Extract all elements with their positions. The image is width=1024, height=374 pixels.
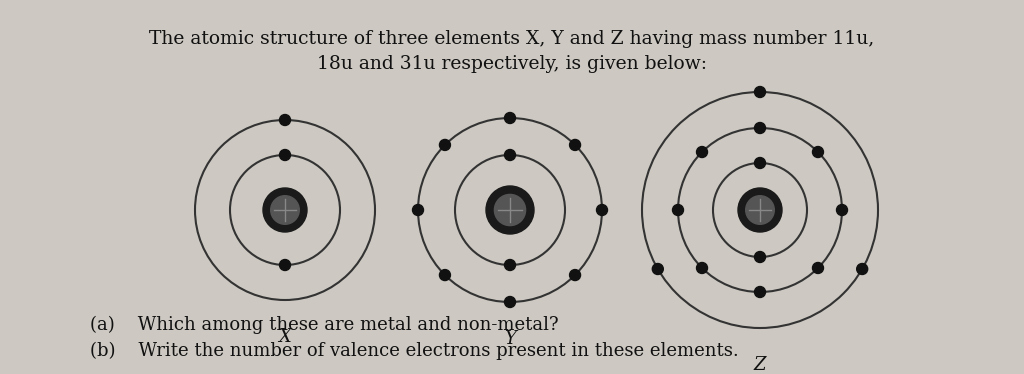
- Circle shape: [280, 114, 291, 126]
- Circle shape: [696, 147, 708, 157]
- Circle shape: [755, 157, 766, 169]
- Circle shape: [745, 196, 774, 224]
- Text: (b)    Write the number of valence electrons present in these elements.: (b) Write the number of valence electron…: [90, 342, 738, 360]
- Circle shape: [597, 205, 607, 215]
- Circle shape: [505, 297, 515, 307]
- Text: X: X: [279, 328, 292, 346]
- Circle shape: [486, 186, 534, 234]
- Text: Z: Z: [754, 356, 766, 374]
- Circle shape: [738, 188, 782, 232]
- Circle shape: [270, 196, 299, 224]
- Circle shape: [505, 113, 515, 123]
- Text: The atomic structure of three elements X, Y and Z having mass number 11u,: The atomic structure of three elements X…: [150, 30, 874, 48]
- Circle shape: [505, 150, 515, 160]
- Circle shape: [673, 205, 683, 215]
- Circle shape: [439, 270, 451, 280]
- Circle shape: [755, 286, 766, 297]
- Circle shape: [755, 123, 766, 134]
- Circle shape: [280, 260, 291, 270]
- Circle shape: [755, 251, 766, 263]
- Circle shape: [652, 264, 664, 275]
- Circle shape: [696, 263, 708, 273]
- Text: Y: Y: [504, 330, 516, 348]
- Circle shape: [263, 188, 307, 232]
- Circle shape: [439, 140, 451, 150]
- Circle shape: [505, 260, 515, 270]
- Circle shape: [569, 270, 581, 280]
- Circle shape: [837, 205, 848, 215]
- Circle shape: [812, 263, 823, 273]
- Circle shape: [495, 194, 525, 226]
- Circle shape: [569, 140, 581, 150]
- Circle shape: [280, 150, 291, 160]
- Circle shape: [755, 86, 766, 98]
- Text: 18u and 31u respectively, is given below:: 18u and 31u respectively, is given below…: [317, 55, 707, 73]
- Circle shape: [812, 147, 823, 157]
- Circle shape: [857, 264, 867, 275]
- Circle shape: [413, 205, 424, 215]
- Text: (a)    Which among these are metal and non-metal?: (a) Which among these are metal and non-…: [90, 316, 559, 334]
